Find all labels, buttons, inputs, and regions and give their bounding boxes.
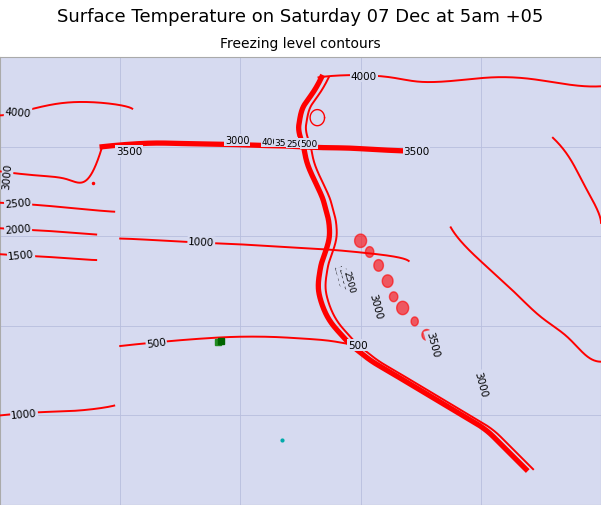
- Polygon shape: [374, 260, 383, 272]
- Polygon shape: [397, 301, 409, 315]
- Text: 1000: 1000: [11, 408, 37, 420]
- Text: 3500: 3500: [275, 138, 297, 147]
- Text: 4000: 4000: [350, 72, 377, 82]
- Text: 2500: 2500: [342, 269, 356, 294]
- Text: 3000: 3000: [225, 136, 249, 146]
- Text: 3000: 3000: [1, 163, 13, 190]
- Polygon shape: [355, 235, 367, 248]
- Text: 3500: 3500: [424, 330, 441, 358]
- Text: 500: 500: [146, 337, 166, 349]
- Text: 2000: 2000: [337, 267, 351, 291]
- Text: 2500: 2500: [5, 197, 31, 210]
- Text: 4000: 4000: [262, 137, 285, 146]
- Polygon shape: [382, 275, 393, 288]
- Text: 500: 500: [300, 140, 317, 149]
- Text: Surface Temperature on Saturday 07 Dec at 5am +05: Surface Temperature on Saturday 07 Dec a…: [57, 9, 544, 26]
- Polygon shape: [389, 292, 398, 302]
- Text: 3500: 3500: [403, 146, 430, 157]
- Text: 3000: 3000: [472, 371, 489, 398]
- Text: 1500: 1500: [331, 265, 346, 289]
- Polygon shape: [365, 247, 374, 258]
- Text: 1500: 1500: [8, 249, 34, 262]
- Polygon shape: [422, 330, 432, 340]
- Text: 1000: 1000: [188, 236, 215, 248]
- Text: 3000: 3000: [367, 292, 384, 320]
- Text: 2000: 2000: [5, 223, 31, 235]
- Text: 3500: 3500: [116, 147, 142, 157]
- Text: 500: 500: [348, 340, 367, 350]
- Text: 4000: 4000: [5, 107, 31, 119]
- Polygon shape: [411, 317, 418, 326]
- Text: 2500: 2500: [287, 139, 310, 148]
- Text: Freezing level contours: Freezing level contours: [220, 36, 381, 51]
